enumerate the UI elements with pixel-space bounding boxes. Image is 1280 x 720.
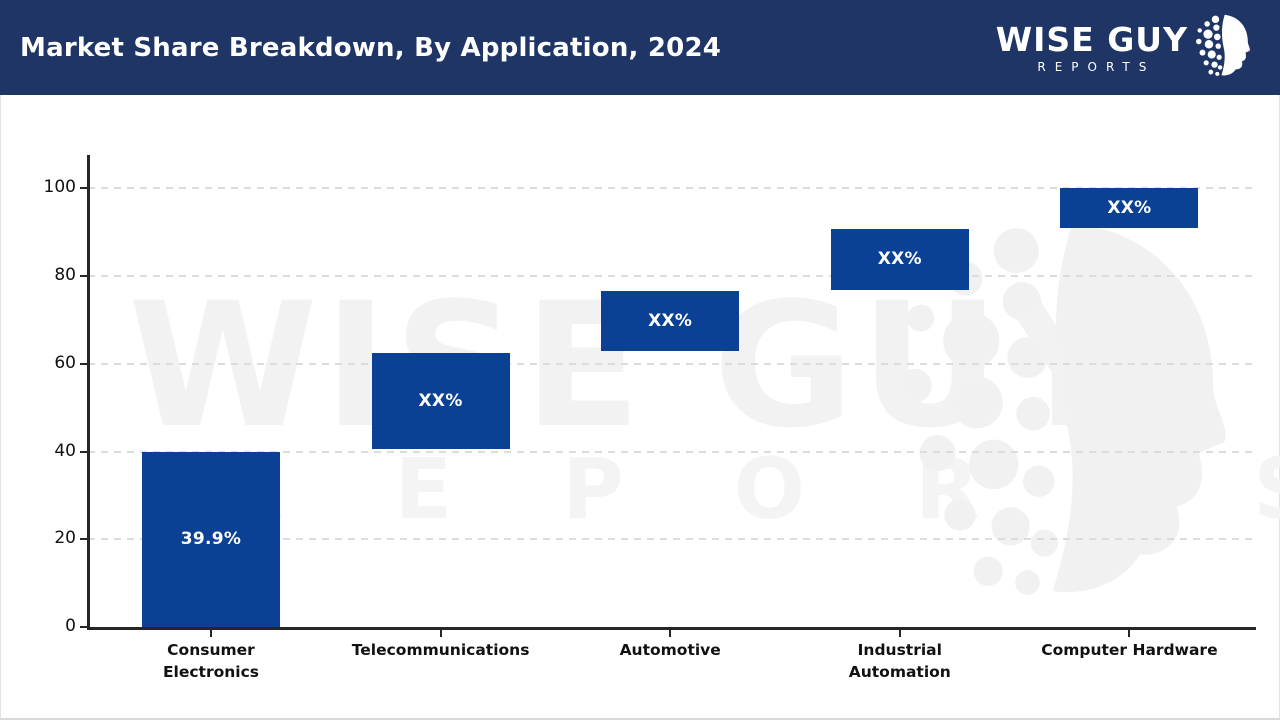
y-tick-label: 0: [65, 616, 76, 636]
y-tick-60: [80, 362, 88, 365]
bar-consumer-electronics: 39.9%: [142, 451, 280, 627]
y-tick-label: 80: [54, 265, 76, 285]
y-tick-80: [80, 275, 88, 277]
category-label-1: Telecommunications: [351, 641, 530, 659]
watermark-head-graphic: [898, 222, 1226, 595]
gridline-40: [88, 450, 1256, 453]
category-label-4: Computer Hardware: [1041, 641, 1218, 659]
gridline-60: [88, 362, 1256, 365]
wiseguy-logo: WISE GUY REPORTS: [996, 11, 1252, 85]
y-tick-40: [80, 450, 88, 453]
bar-telecommunications: XX%: [371, 352, 510, 450]
y-tick-20: [80, 538, 88, 541]
page-title: Market Share Breakdown, By Application, …: [20, 32, 722, 63]
bar-value-label: 39.9%: [180, 529, 242, 550]
bar-industrial-automation: XX%: [830, 229, 969, 290]
bar-value-label: XX%: [877, 249, 922, 270]
x-tick-2: [669, 630, 672, 637]
bar-value-label: XX%: [1107, 198, 1152, 219]
x-tick-4: [1128, 630, 1131, 637]
wiseguy-logo-text: WISE GUY REPORTS: [996, 23, 1188, 73]
wiseguy-head-icon: [1196, 14, 1250, 76]
logo-reports-label: REPORTS: [1037, 59, 1156, 74]
logo-wise-guy-label: WISE GUY: [995, 19, 1188, 59]
category-label-0: Consumer Electronics: [162, 641, 260, 681]
x-tick-1: [439, 630, 442, 637]
category-label-2: Automotive: [619, 641, 721, 659]
bar-automotive: XX%: [601, 290, 740, 351]
y-tick-label: 100: [43, 177, 76, 198]
bar-value-label: XX%: [648, 310, 693, 331]
bar-computer-hardware: XX%: [1060, 188, 1199, 229]
y-tick-label: 40: [54, 440, 76, 461]
header: Market Share Breakdown, By Application, …: [0, 0, 1280, 95]
gridline-80: [88, 275, 1256, 277]
gridline-20: [88, 538, 1256, 541]
category-label-3: Industrial Automation: [848, 641, 951, 681]
x-tick-3: [898, 630, 901, 637]
x-tick-0: [210, 630, 212, 637]
gridline-100: [88, 187, 1256, 190]
y-tick-label: 20: [54, 528, 76, 549]
y-tick-100: [80, 187, 88, 190]
y-tick-0: [80, 626, 88, 628]
y-tick-label: 60: [54, 352, 76, 373]
y-axis-line: [87, 155, 90, 629]
bar-value-label: XX%: [418, 391, 463, 412]
x-axis-line: [87, 627, 1256, 630]
